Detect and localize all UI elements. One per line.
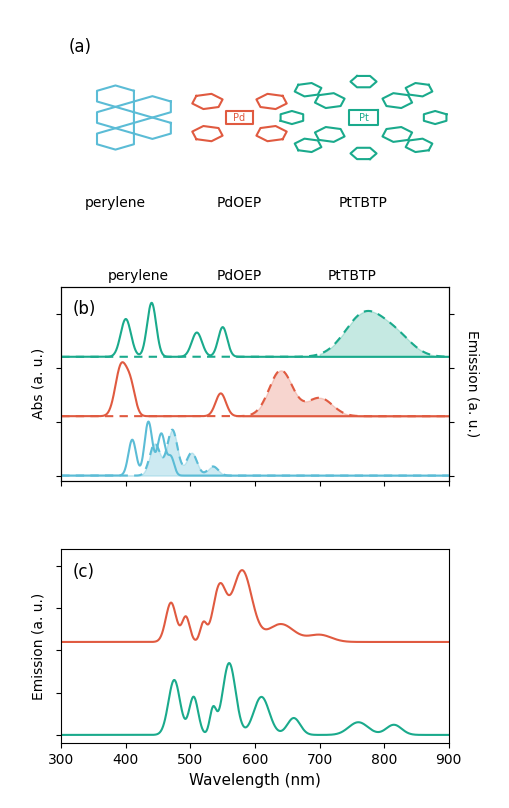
Y-axis label: Emission (a. u.): Emission (a. u.) [32, 592, 46, 700]
Text: (a): (a) [69, 38, 92, 56]
Y-axis label: Abs (a. u.): Abs (a. u.) [32, 348, 46, 419]
Text: perylene: perylene [108, 269, 169, 283]
Text: (b): (b) [73, 301, 96, 318]
Y-axis label: Emission (a. u.): Emission (a. u.) [464, 330, 478, 437]
Text: Pt: Pt [358, 112, 367, 123]
Text: Pd: Pd [233, 112, 245, 123]
Text: perylene: perylene [85, 196, 146, 210]
Text: PtTBTP: PtTBTP [327, 269, 376, 283]
Text: PdOEP: PdOEP [216, 269, 262, 283]
Text: PtTBTP: PtTBTP [338, 196, 387, 210]
X-axis label: Wavelength (nm): Wavelength (nm) [189, 772, 320, 788]
Text: (c): (c) [73, 562, 95, 581]
Text: PdOEP: PdOEP [216, 196, 262, 210]
